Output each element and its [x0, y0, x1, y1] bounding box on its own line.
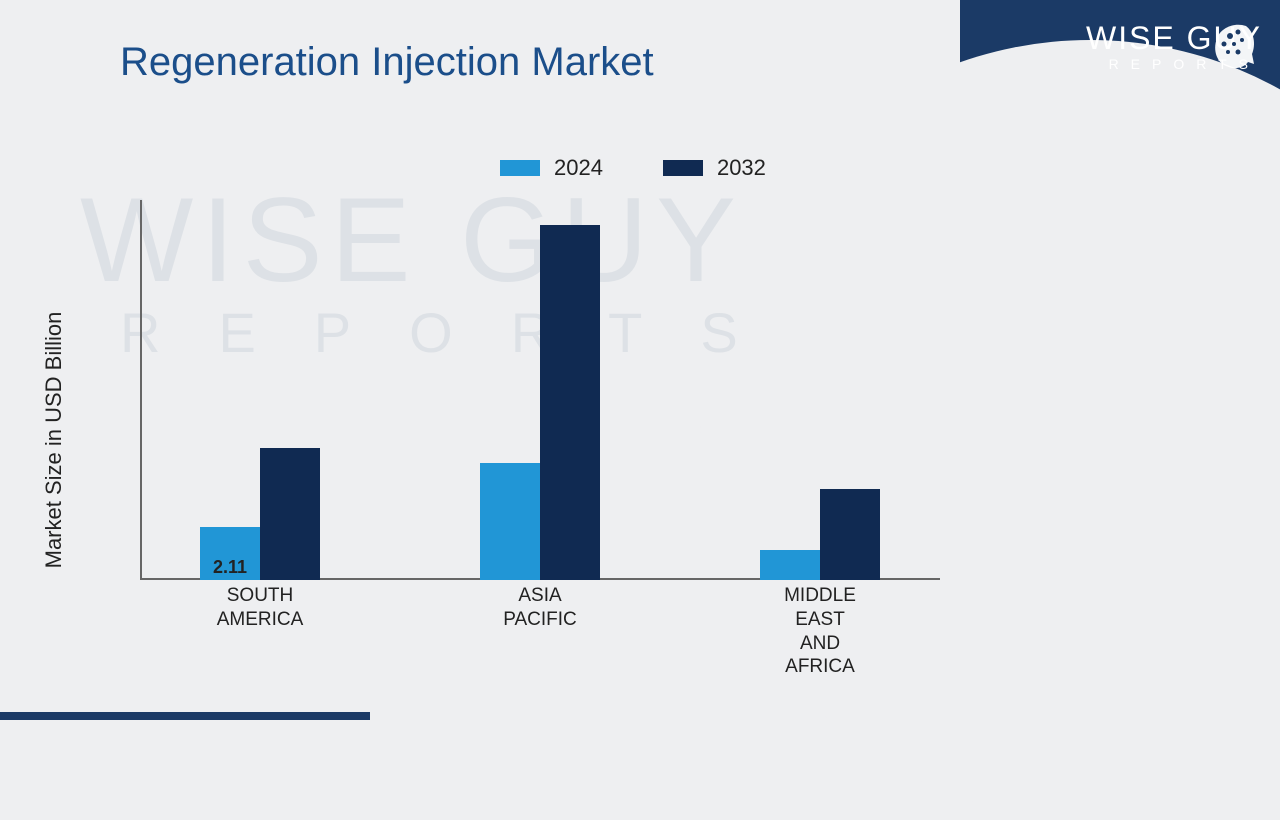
- bottom-accent-bar: [0, 712, 370, 720]
- x-axis-category-label: ASIAPACIFIC: [450, 584, 630, 632]
- y-axis-label: Market Size in USD Billion: [41, 312, 67, 569]
- bar-value-label: 2.11: [200, 557, 260, 580]
- legend-swatch-2032: [663, 160, 703, 176]
- chart-area: Market Size in USD Billion 2024 2032 2.1…: [60, 150, 940, 710]
- plot-area: 2.11: [140, 200, 940, 580]
- legend-label-2024: 2024: [554, 155, 603, 181]
- legend: 2024 2032: [500, 155, 766, 181]
- legend-item-2024: 2024: [500, 155, 603, 181]
- legend-item-2032: 2032: [663, 155, 766, 181]
- head-icon: [1204, 18, 1260, 74]
- chart-title: Regeneration Injection Market: [120, 40, 654, 85]
- bar: [760, 550, 820, 580]
- bar: [480, 463, 540, 580]
- legend-swatch-2024: [500, 160, 540, 176]
- x-axis-category-label: MIDDLEEASTANDAFRICA: [730, 584, 910, 679]
- bar: [260, 448, 320, 580]
- brand-logo: WISE GUY REPORTS: [1086, 22, 1262, 72]
- x-axis-category-label: SOUTHAMERICA: [170, 584, 350, 632]
- legend-label-2032: 2032: [717, 155, 766, 181]
- y-axis-line: [140, 200, 142, 580]
- bar: [540, 225, 600, 580]
- bar: [820, 489, 880, 580]
